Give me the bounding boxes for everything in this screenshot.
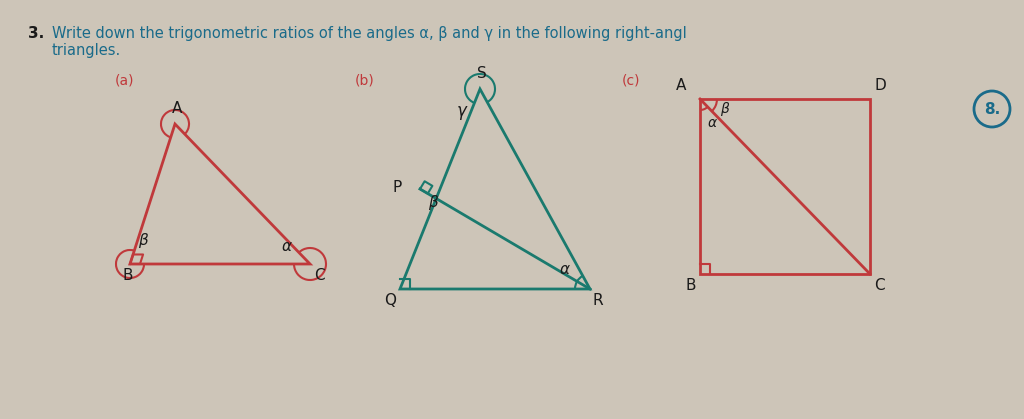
Text: 3.: 3.: [28, 26, 44, 41]
Text: β: β: [428, 196, 437, 210]
Text: Write down the trigonometric ratios of the angles α, β and γ in the following ri: Write down the trigonometric ratios of t…: [52, 26, 687, 41]
Text: R: R: [593, 293, 603, 308]
Text: (b): (b): [355, 74, 375, 88]
Text: (c): (c): [622, 74, 640, 88]
Text: C: C: [314, 268, 325, 283]
Text: Q: Q: [384, 293, 396, 308]
Text: A: A: [676, 78, 686, 93]
Text: α: α: [708, 116, 717, 130]
Text: C: C: [874, 278, 885, 293]
Text: 8.: 8.: [984, 101, 1000, 116]
Text: P: P: [393, 179, 402, 194]
Text: α: α: [560, 261, 570, 277]
Text: γ: γ: [457, 102, 467, 120]
Text: β: β: [138, 233, 147, 248]
Text: (a): (a): [115, 74, 134, 88]
Text: α: α: [282, 238, 292, 253]
Text: D: D: [874, 78, 886, 93]
Text: triangles.: triangles.: [52, 44, 121, 59]
Text: A: A: [172, 101, 182, 116]
Text: B: B: [123, 268, 133, 283]
Text: S: S: [477, 66, 486, 81]
Text: B: B: [685, 278, 696, 293]
Text: β: β: [720, 102, 729, 116]
